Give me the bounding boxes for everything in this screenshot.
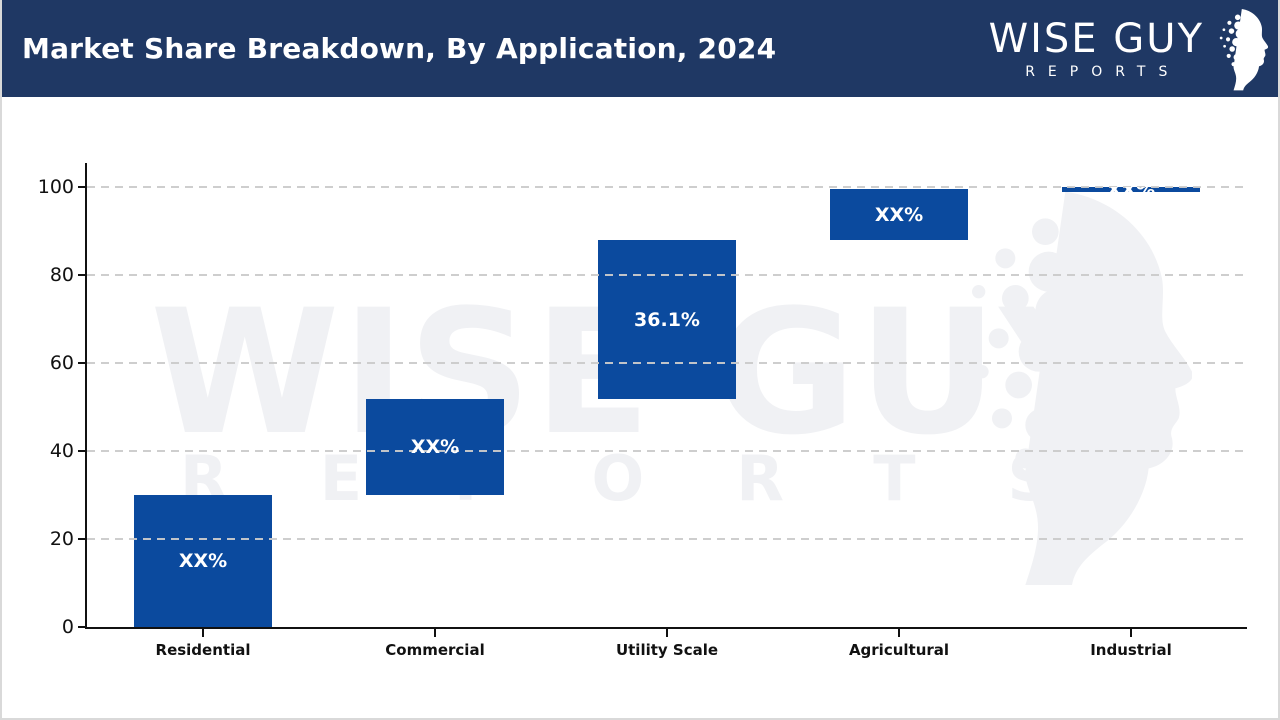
bar-residential: XX%	[134, 495, 272, 627]
x-tick-mark	[666, 629, 668, 637]
bar-label: XX%	[410, 436, 460, 459]
x-axis-label: Commercial	[385, 641, 485, 659]
gridline-20	[87, 538, 1247, 540]
header-bar: Market Share Breakdown, By Application, …	[2, 0, 1278, 97]
y-tick-mark	[78, 186, 87, 188]
x-tick-mark	[202, 629, 204, 637]
x-axis-label: Industrial	[1090, 641, 1172, 659]
logo-wiseguy-label: WISE GUY	[988, 15, 1204, 62]
x-tick-mark	[898, 629, 900, 637]
x-tick-mark	[1130, 629, 1132, 637]
wiseguy-logo-text: WISE GUY REPORTS	[989, 19, 1204, 79]
x-axis-line	[85, 627, 1247, 629]
x-axis-label: Residential	[155, 641, 251, 659]
y-tick-label: 20	[49, 528, 74, 550]
y-tick-mark	[78, 274, 87, 276]
y-tick-label: 80	[49, 264, 74, 286]
y-tick-label: 0	[61, 616, 74, 638]
gridline-100	[87, 186, 1247, 188]
gridline-60	[87, 362, 1247, 364]
bar-label: XX%	[178, 550, 228, 572]
y-tick-label: 100	[37, 176, 74, 198]
y-tick-mark	[78, 538, 87, 540]
chart-title: Market Share Breakdown, By Application, …	[22, 32, 777, 65]
gridline-80	[87, 274, 1247, 276]
y-tick-mark	[78, 626, 87, 628]
y-tick-mark	[78, 362, 87, 364]
gridline-40	[87, 450, 1247, 452]
y-axis-line	[85, 163, 87, 629]
bar-agricultural: XX%	[830, 189, 968, 241]
y-tick-label: 60	[49, 352, 74, 374]
x-axis-label: Agricultural	[848, 641, 950, 659]
bar-label: 36.1%	[634, 308, 700, 331]
bar-commercial: XX%	[366, 399, 504, 495]
bar-industrial: XX%	[1062, 187, 1200, 192]
logo-reports-label: REPORTS	[1025, 63, 1181, 80]
bar-utility-scale: 36.1%	[598, 240, 736, 400]
bar-label: XX%	[1107, 187, 1155, 192]
bar-label: XX%	[874, 203, 924, 226]
x-axis-label: Utility Scale	[615, 641, 719, 659]
y-tick-label: 40	[49, 440, 74, 462]
wiseguy-logo: WISE GUY REPORTS	[989, 6, 1268, 92]
x-tick-mark	[434, 629, 436, 637]
y-tick-mark	[78, 450, 87, 452]
wiseguy-head-icon	[1219, 8, 1268, 90]
